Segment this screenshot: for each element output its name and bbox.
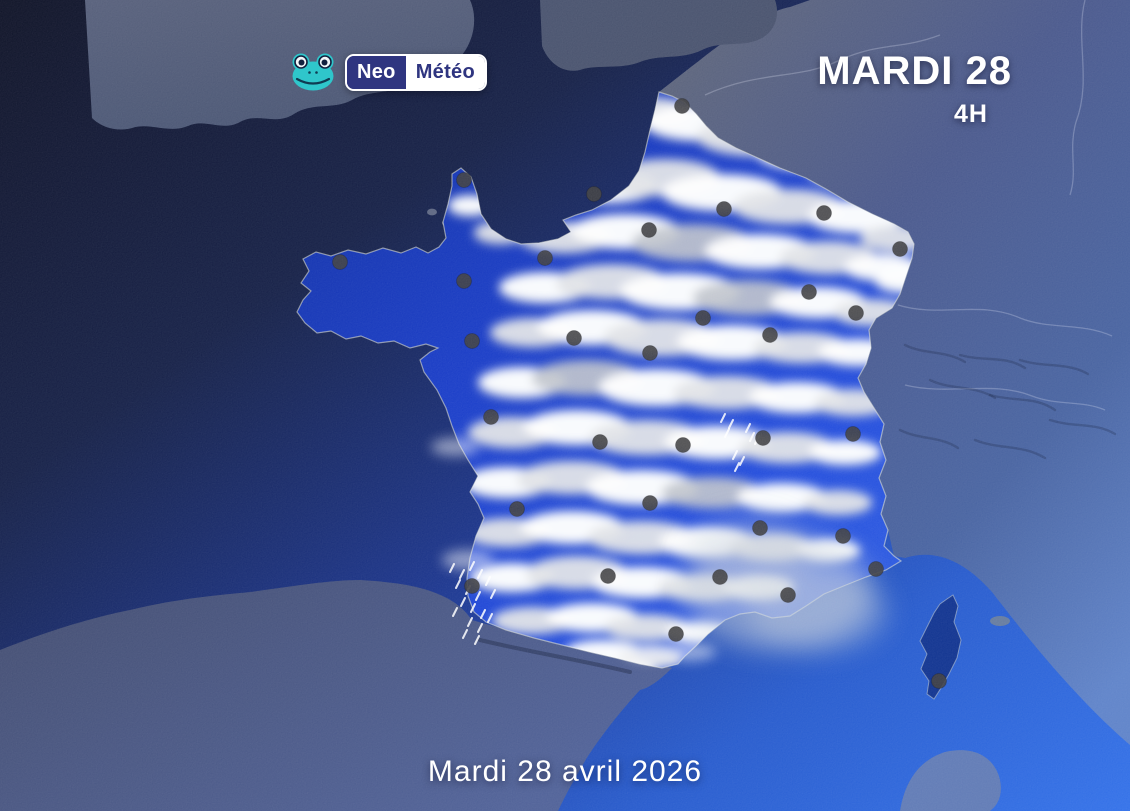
brand-name-left: Neo — [347, 55, 406, 89]
frog-icon — [292, 53, 334, 91]
forecast-datetime: MARDI 28 4H — [817, 50, 1012, 129]
brand-name-right: Météo — [405, 55, 485, 89]
brand-wordmark: Neo Météo — [345, 53, 487, 91]
footer-date-label: Mardi 28 avril 2026 — [427, 755, 703, 788]
brand-logo: Neo Météo — [290, 52, 487, 92]
forecast-day-label: MARDI 28 — [817, 49, 1012, 93]
forecast-hour-label: 4H — [954, 100, 988, 128]
